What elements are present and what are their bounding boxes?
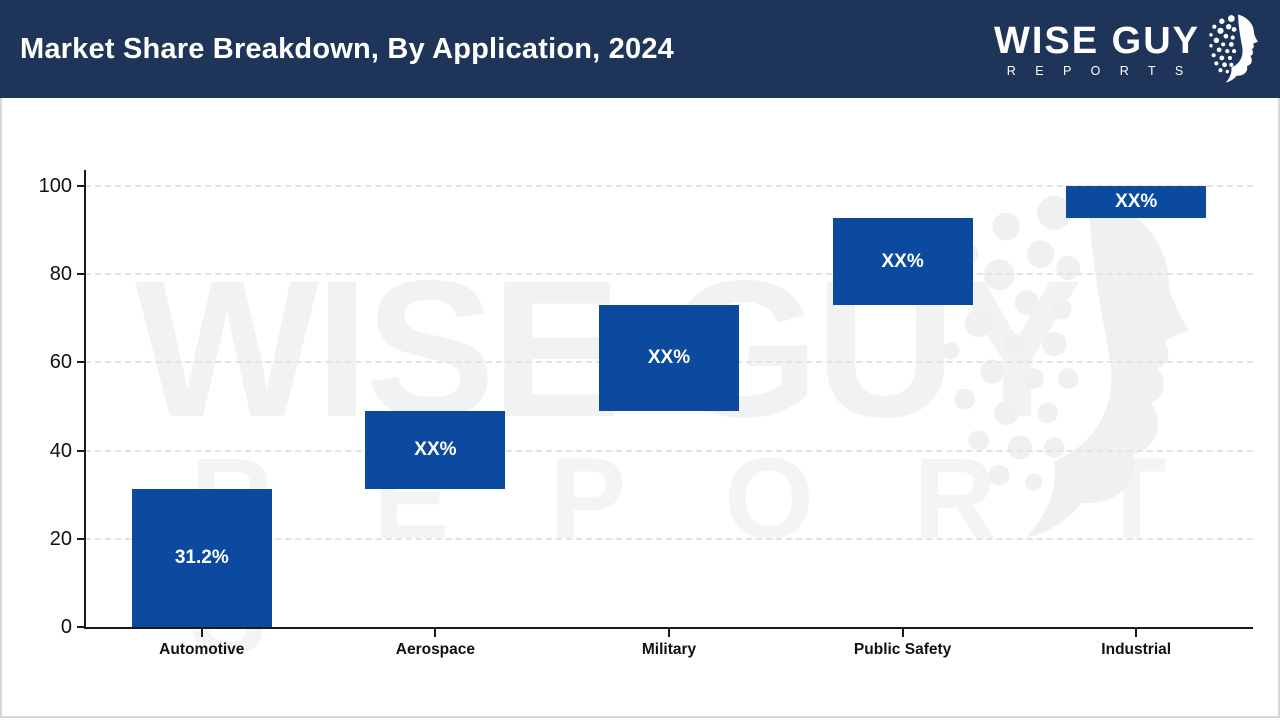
y-axis-tick	[77, 273, 85, 276]
bar-value-label: XX%	[414, 439, 457, 461]
x-axis-tick	[434, 629, 437, 637]
gridline-40	[85, 449, 1253, 452]
bar-automotive: 31.2%	[131, 489, 272, 627]
y-axis-tick	[77, 449, 85, 452]
x-axis-tick	[668, 629, 670, 637]
y-tick-label: 100	[38, 175, 72, 197]
y-axis-tick	[77, 537, 85, 540]
page-border-right	[1278, 98, 1280, 718]
header-bar: Market Share Breakdown, By Application, …	[0, 0, 1280, 98]
bar-value-label: 31.2%	[174, 547, 229, 569]
y-tick-label: 60	[49, 351, 72, 374]
y-tick-label: 20	[49, 527, 72, 550]
x-category-label-aerospace: Aerospace	[395, 641, 476, 658]
x-category-label-public-safety: Public Safety	[853, 641, 952, 658]
x-category-label-automotive: Automotive	[159, 641, 245, 658]
y-tick-label: 80	[49, 263, 72, 286]
x-category-label-military: Military	[641, 641, 697, 658]
bar-value-label: XX%	[881, 250, 924, 272]
logo-text: WISE GUY R E P O R T S	[994, 22, 1200, 78]
x-axis-line	[85, 627, 1253, 629]
y-axis-line	[84, 170, 86, 629]
y-axis-tick	[77, 361, 85, 364]
x-category-label-industrial: Industrial	[1101, 641, 1172, 658]
y-tick-label: 0	[60, 616, 72, 638]
y-tick-label: 40	[49, 439, 72, 462]
x-axis-tick	[1135, 629, 1138, 637]
x-axis-tick	[200, 629, 203, 637]
bar-aerospace: XX%	[365, 410, 506, 490]
page-border-bottom	[0, 716, 1280, 718]
y-axis-tick	[77, 185, 85, 187]
chart-title: Market Share Breakdown, By Application, …	[20, 32, 674, 65]
bar-military: XX%	[599, 305, 739, 411]
gridline-20	[85, 537, 1253, 540]
wiseguy-logo: WISE GUY R E P O R T S	[994, 6, 1264, 94]
gridline-80	[85, 273, 1253, 276]
y-axis-tick	[77, 626, 85, 628]
bar-value-label: XX%	[647, 346, 691, 368]
page-border-left	[0, 98, 2, 718]
bar-value-label: XX%	[1115, 191, 1158, 213]
bar-public-safety: XX%	[832, 218, 973, 306]
dotted-head-profile-icon	[1209, 13, 1258, 82]
plot-area: 0 20 40 60 80 100 31.2% XX% XX% XX% XX% Automotive A…	[0, 98, 1280, 720]
gridline-100	[85, 185, 1253, 187]
logo-wordmark: WISE GUY	[993, 20, 1200, 62]
logo-subtitle: R E P O R T S	[1006, 64, 1192, 78]
bar-industrial: XX%	[1066, 186, 1207, 219]
x-axis-tick	[901, 629, 904, 637]
